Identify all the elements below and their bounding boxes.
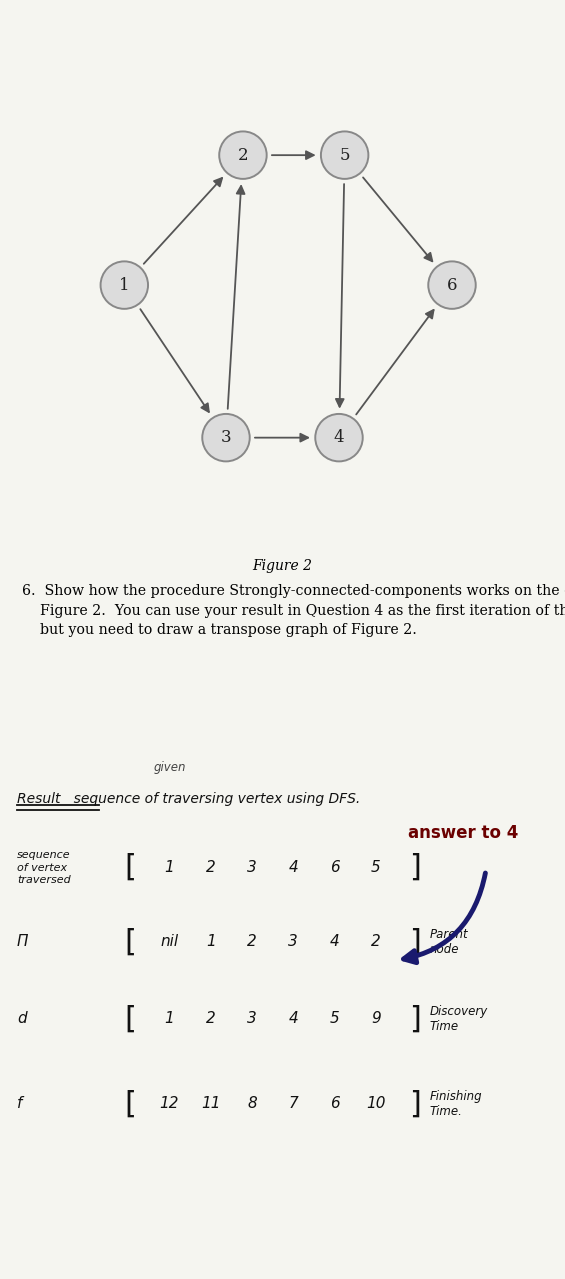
Text: 1: 1 <box>206 935 216 949</box>
Text: ]: ] <box>409 1090 421 1118</box>
Text: 3: 3 <box>247 1012 257 1027</box>
Text: 4: 4 <box>334 430 344 446</box>
Text: 2: 2 <box>247 935 257 949</box>
Text: 2: 2 <box>206 1012 216 1027</box>
Text: 1: 1 <box>119 276 129 294</box>
Text: ]: ] <box>409 927 421 957</box>
Text: 5: 5 <box>329 1012 340 1027</box>
Circle shape <box>101 261 148 308</box>
Text: Result   sequence of traversing vertex using DFS.: Result sequence of traversing vertex usi… <box>17 792 360 806</box>
Text: sequence
of vertex
traversed: sequence of vertex traversed <box>17 851 71 885</box>
Circle shape <box>428 261 476 308</box>
Text: 3: 3 <box>288 935 298 949</box>
Text: 9: 9 <box>371 1012 381 1027</box>
Circle shape <box>219 132 267 179</box>
Text: 5: 5 <box>340 147 350 164</box>
Text: Parent
node: Parent node <box>429 929 468 955</box>
Text: 1: 1 <box>164 1012 175 1027</box>
Text: [: [ <box>124 1090 136 1118</box>
Text: given: given <box>153 761 186 775</box>
Text: d: d <box>17 1012 27 1027</box>
Text: 8: 8 <box>247 1096 257 1111</box>
Text: 1: 1 <box>164 861 175 875</box>
Text: 3: 3 <box>247 861 257 875</box>
Text: 6: 6 <box>447 276 457 294</box>
Text: Discovery
Time: Discovery Time <box>429 1005 488 1033</box>
Text: 6: 6 <box>329 861 340 875</box>
Text: f: f <box>17 1096 23 1111</box>
Text: [: [ <box>124 853 136 883</box>
Text: 11: 11 <box>201 1096 220 1111</box>
Text: 2: 2 <box>371 935 381 949</box>
Text: 4: 4 <box>329 935 340 949</box>
Text: 6: 6 <box>329 1096 340 1111</box>
Text: 5: 5 <box>371 861 381 875</box>
Text: nil: nil <box>160 935 179 949</box>
Text: [: [ <box>124 1004 136 1033</box>
Text: 6.  Show how the procedure Strongly-connected-components works on the graph in
 : 6. Show how the procedure Strongly-conne… <box>23 585 565 637</box>
FancyArrowPatch shape <box>403 874 485 963</box>
Text: [: [ <box>124 927 136 957</box>
Text: 10: 10 <box>366 1096 385 1111</box>
Text: 2: 2 <box>206 861 216 875</box>
Text: 2: 2 <box>238 147 248 164</box>
Text: 3: 3 <box>221 430 231 446</box>
Circle shape <box>321 132 368 179</box>
Circle shape <box>202 414 250 462</box>
Text: ]: ] <box>409 853 421 883</box>
Circle shape <box>315 414 363 462</box>
Text: Π: Π <box>17 935 28 949</box>
Text: 12: 12 <box>160 1096 179 1111</box>
Text: 7: 7 <box>288 1096 298 1111</box>
Text: Finishing
Time.: Finishing Time. <box>429 1090 482 1118</box>
Text: Figure 2: Figure 2 <box>253 559 312 573</box>
Text: answer to 4: answer to 4 <box>408 824 519 842</box>
Text: ]: ] <box>409 1004 421 1033</box>
Text: 4: 4 <box>288 861 298 875</box>
Text: 4: 4 <box>288 1012 298 1027</box>
